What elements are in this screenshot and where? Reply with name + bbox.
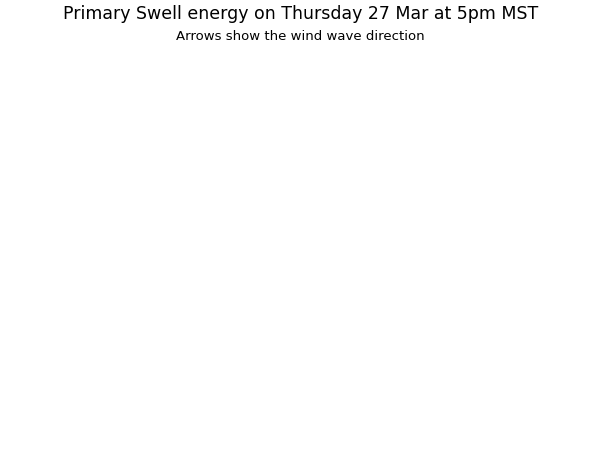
Text: Arrows show the wind wave direction: Arrows show the wind wave direction	[176, 30, 425, 43]
Text: cartopy required: cartopy required	[243, 249, 358, 263]
Text: Primary Swell energy on Thursday 27 Mar at 5pm MST: Primary Swell energy on Thursday 27 Mar …	[63, 5, 538, 23]
